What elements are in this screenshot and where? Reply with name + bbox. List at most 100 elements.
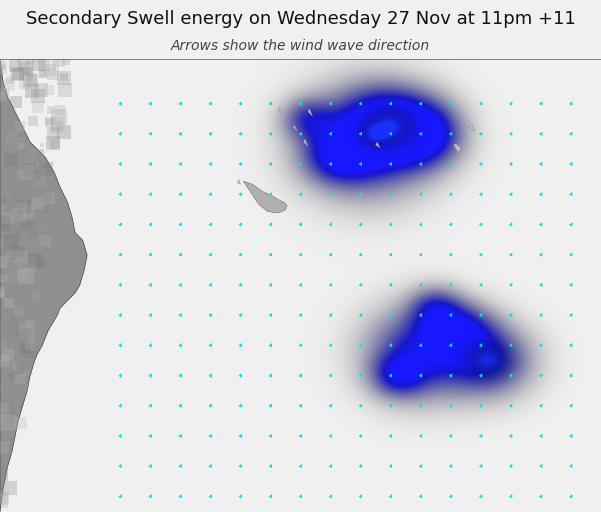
Point	[34, 103, 43, 111]
Polygon shape	[293, 125, 297, 132]
Point	[24, 208, 34, 217]
Point	[49, 116, 59, 124]
Point	[21, 70, 31, 78]
Point	[16, 169, 26, 178]
Point	[55, 105, 65, 114]
Point	[36, 86, 46, 94]
Point	[0, 203, 9, 211]
Point	[42, 161, 52, 169]
Point	[16, 122, 25, 130]
Point	[34, 284, 44, 292]
Point	[0, 497, 6, 505]
Point	[24, 347, 34, 355]
Point	[33, 199, 43, 207]
Text: Arrows show the wind wave direction: Arrows show the wind wave direction	[171, 39, 430, 53]
Point	[31, 174, 41, 182]
Point	[34, 151, 43, 159]
Point	[22, 68, 31, 76]
Point	[4, 239, 14, 247]
Point	[0, 63, 5, 72]
Point	[13, 248, 22, 257]
Point	[50, 60, 60, 68]
Point	[32, 170, 42, 179]
Point	[25, 57, 35, 65]
Point	[0, 290, 5, 298]
Point	[13, 70, 22, 78]
Point	[0, 92, 7, 100]
Point	[27, 76, 37, 84]
Point	[17, 203, 26, 211]
Point	[44, 194, 53, 202]
Polygon shape	[469, 124, 475, 132]
Point	[37, 224, 47, 232]
Point	[23, 167, 32, 176]
Polygon shape	[237, 180, 240, 184]
Point	[28, 117, 37, 125]
Point	[7, 252, 17, 261]
Point	[28, 146, 37, 155]
Point	[0, 470, 5, 478]
Point	[4, 414, 14, 422]
Point	[2, 124, 12, 133]
Point	[36, 260, 46, 268]
Point	[10, 317, 19, 326]
Point	[10, 230, 20, 239]
Point	[50, 124, 60, 132]
Point	[0, 494, 7, 502]
Point	[0, 288, 5, 296]
Point	[27, 162, 37, 170]
Polygon shape	[308, 109, 313, 116]
Point	[13, 140, 23, 148]
Point	[24, 320, 34, 328]
Point	[7, 156, 16, 164]
Point	[0, 258, 5, 266]
Point	[47, 208, 56, 217]
Point	[0, 62, 8, 71]
Point	[0, 387, 7, 395]
Text: Secondary Swell energy on Wednesday 27 Nov at 11pm +11: Secondary Swell energy on Wednesday 27 N…	[26, 10, 575, 28]
Point	[18, 270, 28, 279]
Point	[11, 98, 20, 106]
Polygon shape	[376, 142, 380, 148]
Point	[22, 272, 31, 281]
Point	[14, 183, 23, 191]
Point	[26, 157, 35, 165]
Point	[44, 119, 53, 127]
Point	[25, 166, 34, 174]
Point	[4, 80, 14, 89]
Point	[0, 357, 8, 366]
Point	[26, 238, 35, 246]
Point	[14, 307, 23, 315]
Point	[53, 119, 63, 127]
Point	[17, 333, 27, 342]
Polygon shape	[243, 181, 287, 213]
Point	[34, 176, 43, 184]
Point	[27, 87, 37, 95]
Point	[22, 81, 32, 90]
Point	[19, 385, 29, 393]
Point	[7, 238, 16, 246]
Point	[10, 62, 20, 70]
Point	[25, 76, 35, 84]
Point	[38, 70, 47, 78]
Point	[17, 142, 26, 150]
Point	[10, 266, 20, 274]
Point	[22, 63, 32, 72]
Point	[35, 161, 44, 169]
Point	[44, 117, 54, 125]
Point	[47, 139, 57, 147]
Point	[3, 351, 13, 359]
Point	[5, 402, 14, 411]
Point	[26, 220, 36, 228]
Point	[3, 214, 13, 222]
Point	[48, 130, 58, 138]
Point	[38, 61, 48, 70]
Point	[15, 375, 25, 383]
Point	[15, 302, 25, 310]
Point	[41, 206, 51, 214]
Point	[45, 66, 55, 74]
Polygon shape	[278, 107, 282, 115]
Point	[44, 86, 53, 94]
Point	[59, 127, 69, 136]
Point	[0, 198, 9, 206]
